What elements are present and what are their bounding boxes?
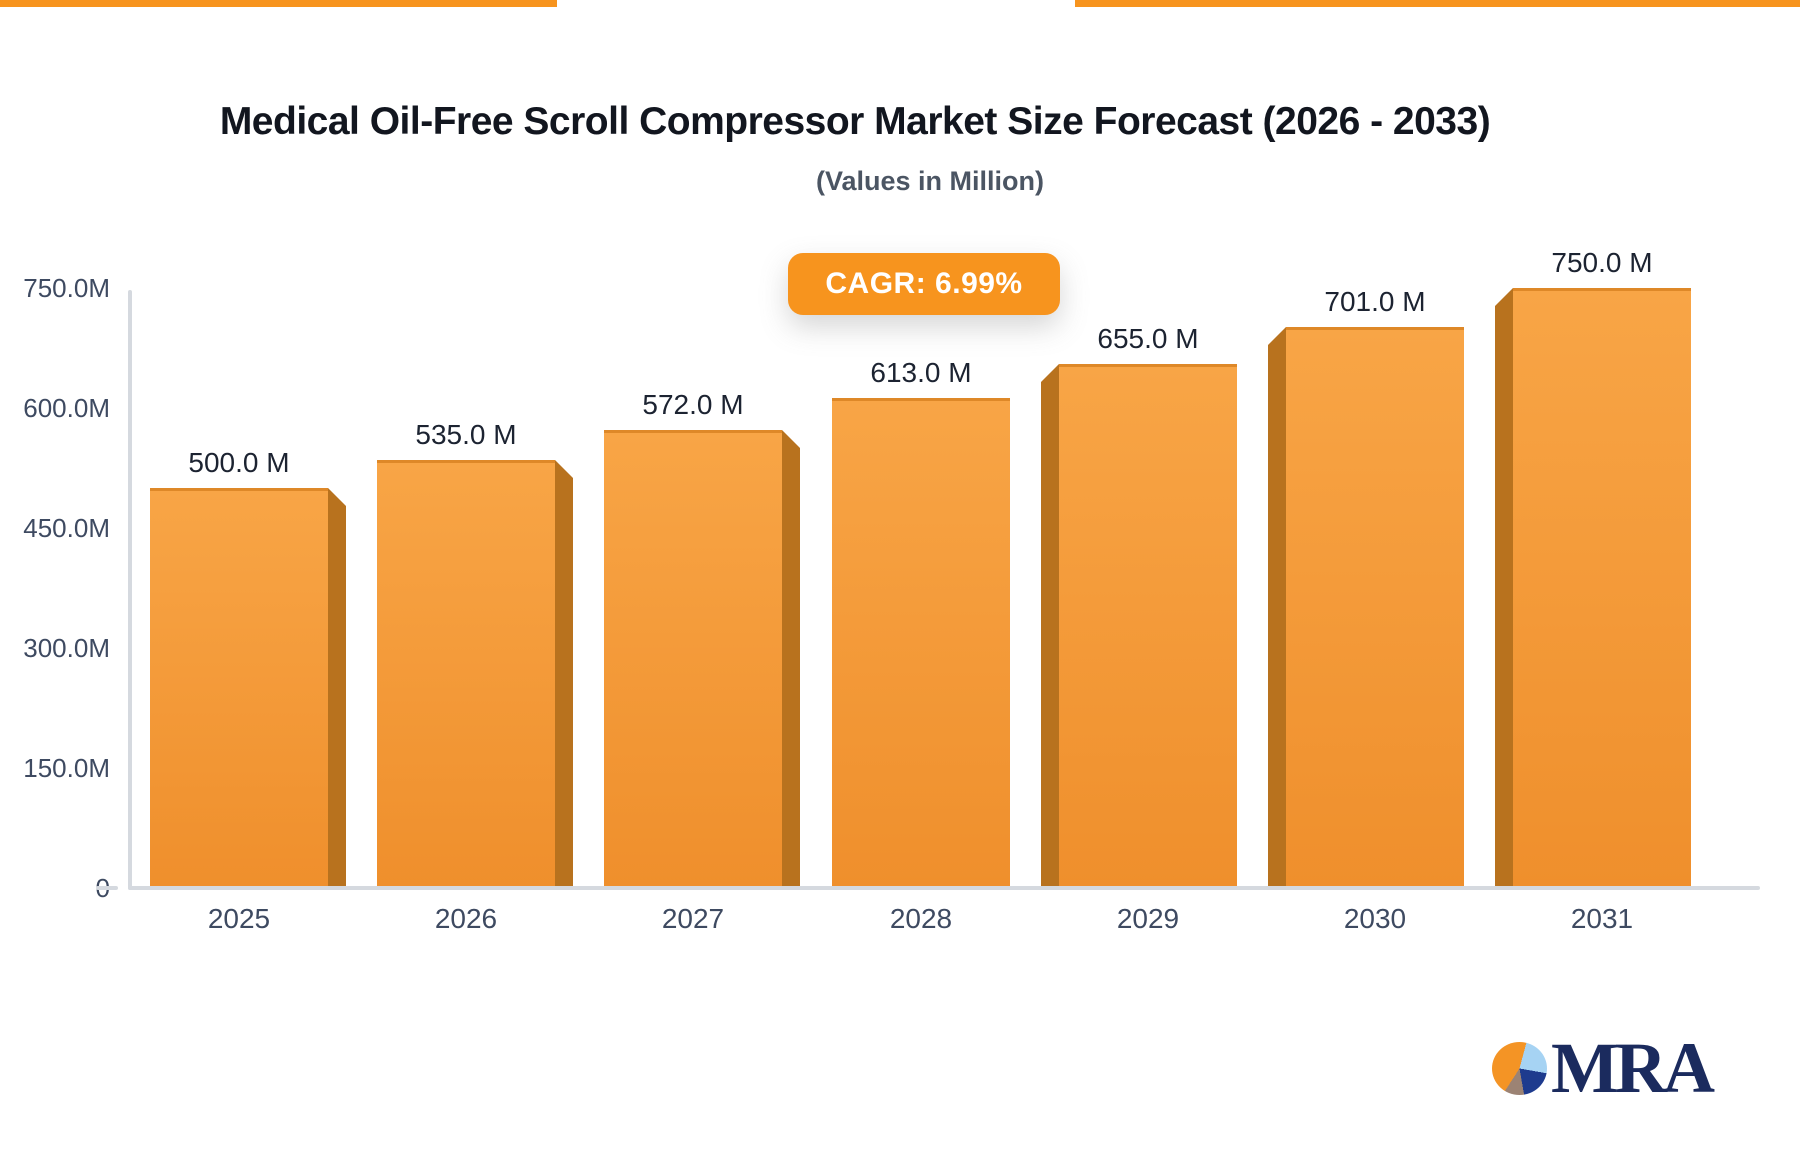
top-border-strip-left: [0, 0, 557, 7]
x-tick-label: 2027: [661, 903, 725, 934]
bar: [1513, 288, 1691, 888]
zero-tick-dash: [96, 886, 118, 890]
chart-title: Medical Oil-Free Scroll Compressor Marke…: [219, 100, 1491, 143]
bar-value-label: 655.0 M: [1097, 323, 1199, 354]
y-tick-label: 750.0M: [23, 273, 110, 303]
bar-side-panel: [555, 460, 573, 888]
bar-side-panel: [328, 488, 346, 888]
y-tick-label: 450.0M: [23, 513, 110, 543]
bar-side-panel: [782, 430, 800, 888]
logo-text: MRA: [1551, 1028, 1715, 1108]
bar-side-panel: [1041, 364, 1059, 888]
bar: [377, 460, 555, 888]
bar: [1059, 364, 1237, 888]
y-axis-line: [128, 290, 132, 890]
y-tick-label: 600.0M: [23, 393, 110, 423]
chart-subtitle: (Values in Million): [815, 166, 1045, 196]
top-border-strip-right: [1075, 0, 1800, 7]
x-tick-label: 2026: [434, 903, 498, 934]
x-tick-label: 2030: [1343, 903, 1407, 934]
bar-value-label: 701.0 M: [1324, 286, 1426, 317]
bar-side-panel: [1495, 288, 1513, 888]
y-tick-label: 0: [0, 872, 110, 904]
bar-value-label: 572.0 M: [642, 389, 744, 420]
bar: [150, 488, 328, 888]
x-axis-line: [128, 886, 1760, 890]
cagr-badge-label: CAGR: 6.99%: [825, 267, 1023, 300]
bar: [832, 398, 1010, 888]
bar-value-label: 750.0 M: [1551, 247, 1653, 278]
x-tick-label: 2029: [1116, 903, 1180, 934]
cagr-badge: CAGR: 6.99%: [788, 253, 1060, 315]
pie-chart-logo-icon: [1492, 1041, 1547, 1095]
x-tick-label: 2031: [1570, 903, 1634, 934]
bar-value-label: 500.0 M: [188, 447, 290, 478]
bar-value-label: 535.0 M: [415, 419, 517, 450]
x-tick-label: 2028: [889, 903, 953, 934]
bar-side-panel: [1268, 327, 1286, 888]
x-tick-label: 2025: [207, 903, 271, 934]
y-tick-label: 300.0M: [23, 633, 110, 663]
y-tick-label: 150.0M: [23, 753, 110, 783]
bar: [1286, 327, 1464, 888]
bar-value-label: 613.0 M: [870, 357, 972, 388]
bar: [604, 430, 782, 888]
mra-logo: MRA: [1492, 1028, 1715, 1108]
